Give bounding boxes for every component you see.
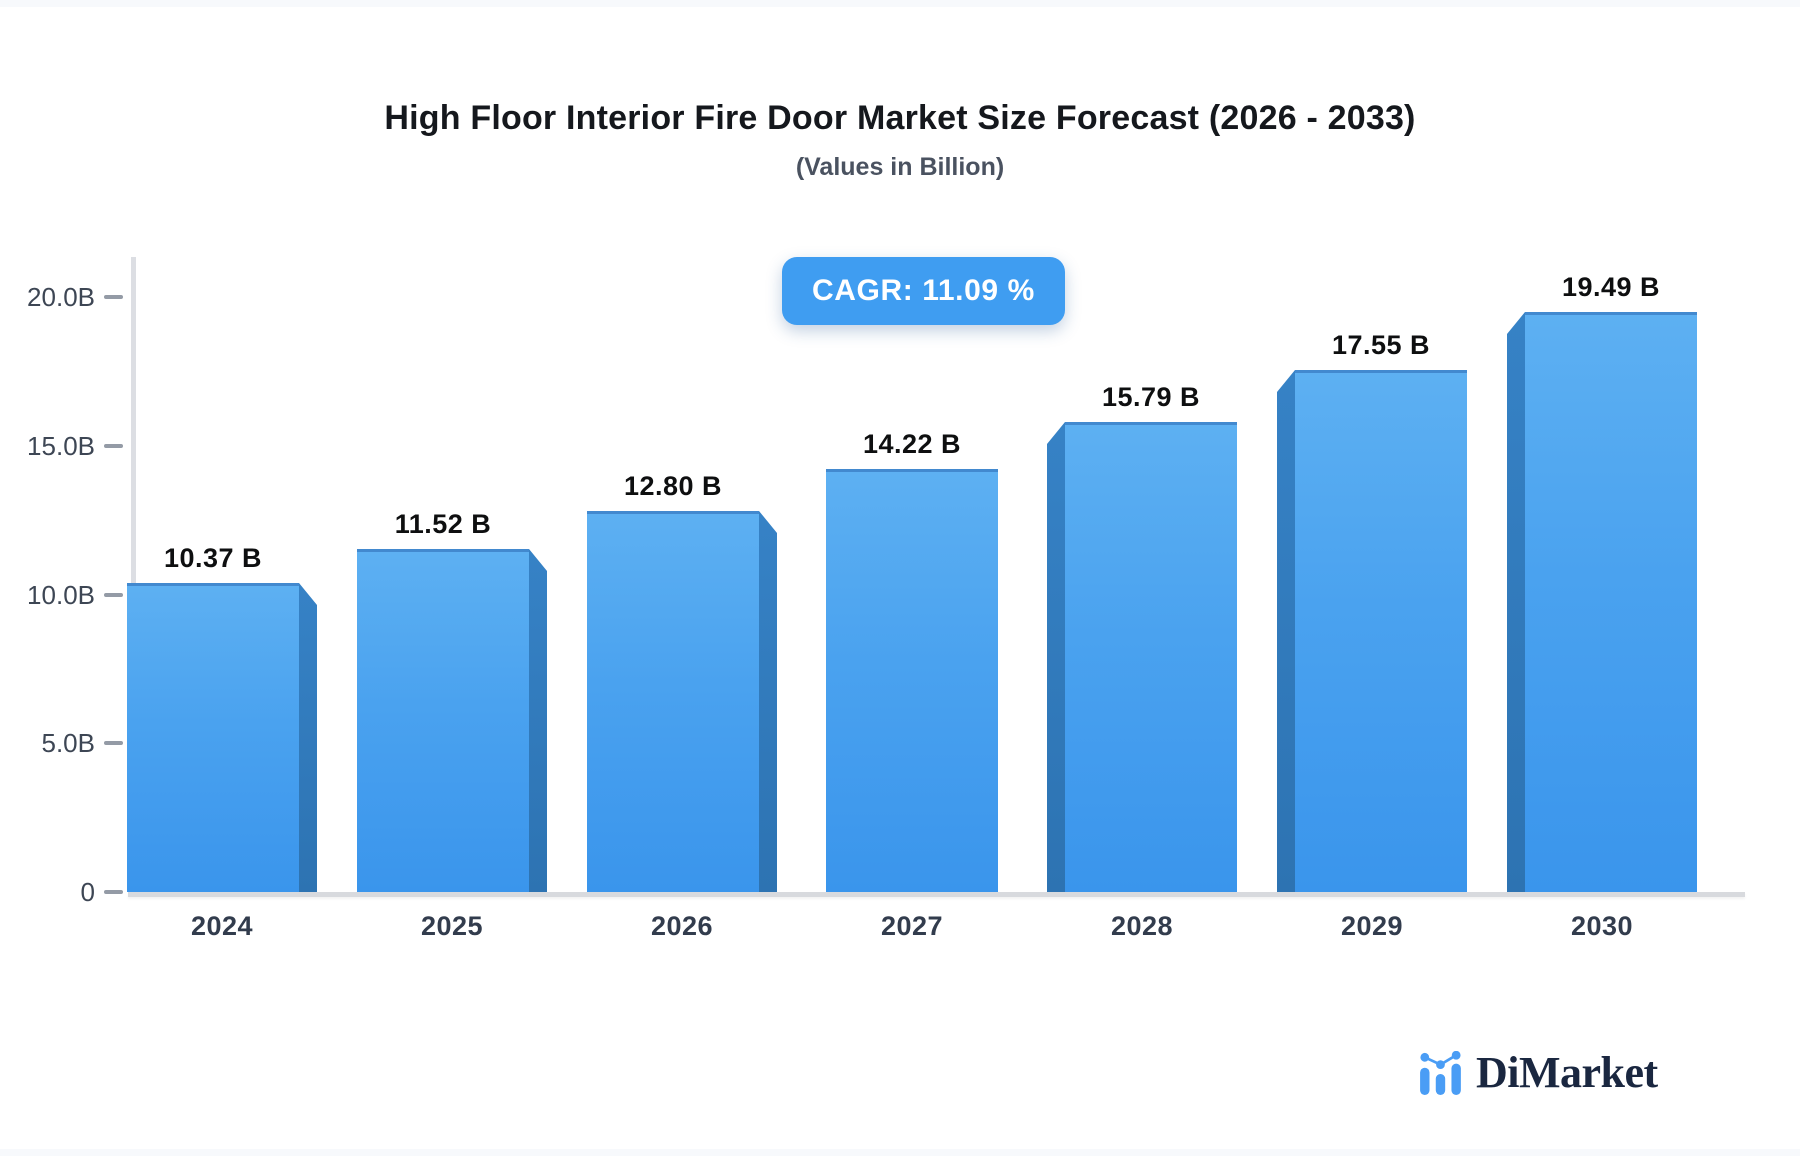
y-tick-mark xyxy=(104,592,123,597)
bar-value-label: 14.22 B xyxy=(862,429,962,459)
bar-value-label: 15.79 B xyxy=(1101,382,1201,412)
bar-2026 xyxy=(587,511,759,892)
bar-2029 xyxy=(1295,370,1467,892)
bar-value-label: 10.37 B xyxy=(163,543,263,573)
chart-title: High Floor Interior Fire Door Market Siz… xyxy=(384,99,1416,137)
bar-2027 xyxy=(826,469,998,892)
y-tick-mark xyxy=(104,443,123,448)
y-tick-mark xyxy=(104,295,123,299)
bar-2024 xyxy=(127,583,299,892)
x-tick-label: 2026 xyxy=(650,911,714,941)
bar-value-label: 17.55 B xyxy=(1331,330,1431,360)
y-axis-line xyxy=(131,257,136,897)
bar-value-label: 11.52 B xyxy=(394,509,492,539)
bar-2025 xyxy=(357,549,529,892)
x-tick-label: 2024 xyxy=(190,911,254,941)
brand-name: DiMarket xyxy=(1476,1048,1658,1097)
y-tick-label: 5.0B xyxy=(41,728,96,759)
x-tick-label: 2027 xyxy=(880,911,944,941)
x-tick-label: 2028 xyxy=(1110,911,1174,941)
chart-subtitle: (Values in Billion) xyxy=(795,153,1005,181)
y-tick-mark xyxy=(104,890,123,894)
bar-value-label: 19.49 B xyxy=(1561,272,1661,302)
x-tick-label: 2029 xyxy=(1340,911,1404,941)
y-tick-label: 20.0B xyxy=(27,282,95,312)
cagr-badge: CAGR: 11.09 % xyxy=(782,257,1065,325)
bar-side-2026 xyxy=(759,511,777,892)
bar-side-2028 xyxy=(1047,422,1065,892)
y-tick-label: 0 xyxy=(80,877,95,907)
bar-2030 xyxy=(1525,312,1697,892)
bar-side-2024 xyxy=(299,583,317,892)
bar-2028 xyxy=(1065,422,1237,892)
y-tick-label: 10.0B xyxy=(27,579,95,610)
x-tick-label: 2025 xyxy=(420,911,484,941)
brand-logo: DiMarket xyxy=(1418,1047,1658,1098)
bar-value-label: 12.80 B xyxy=(623,471,723,501)
bar-side-2029 xyxy=(1277,370,1295,892)
y-tick-label: 15.0B xyxy=(27,430,95,461)
x-tick-label: 2030 xyxy=(1570,911,1634,941)
bar-side-2030 xyxy=(1507,312,1525,892)
bar-side-2025 xyxy=(529,549,547,892)
y-tick-mark xyxy=(104,741,123,746)
dimarket-logo-icon xyxy=(1418,1050,1464,1095)
x-axis-baseline xyxy=(128,892,1745,897)
